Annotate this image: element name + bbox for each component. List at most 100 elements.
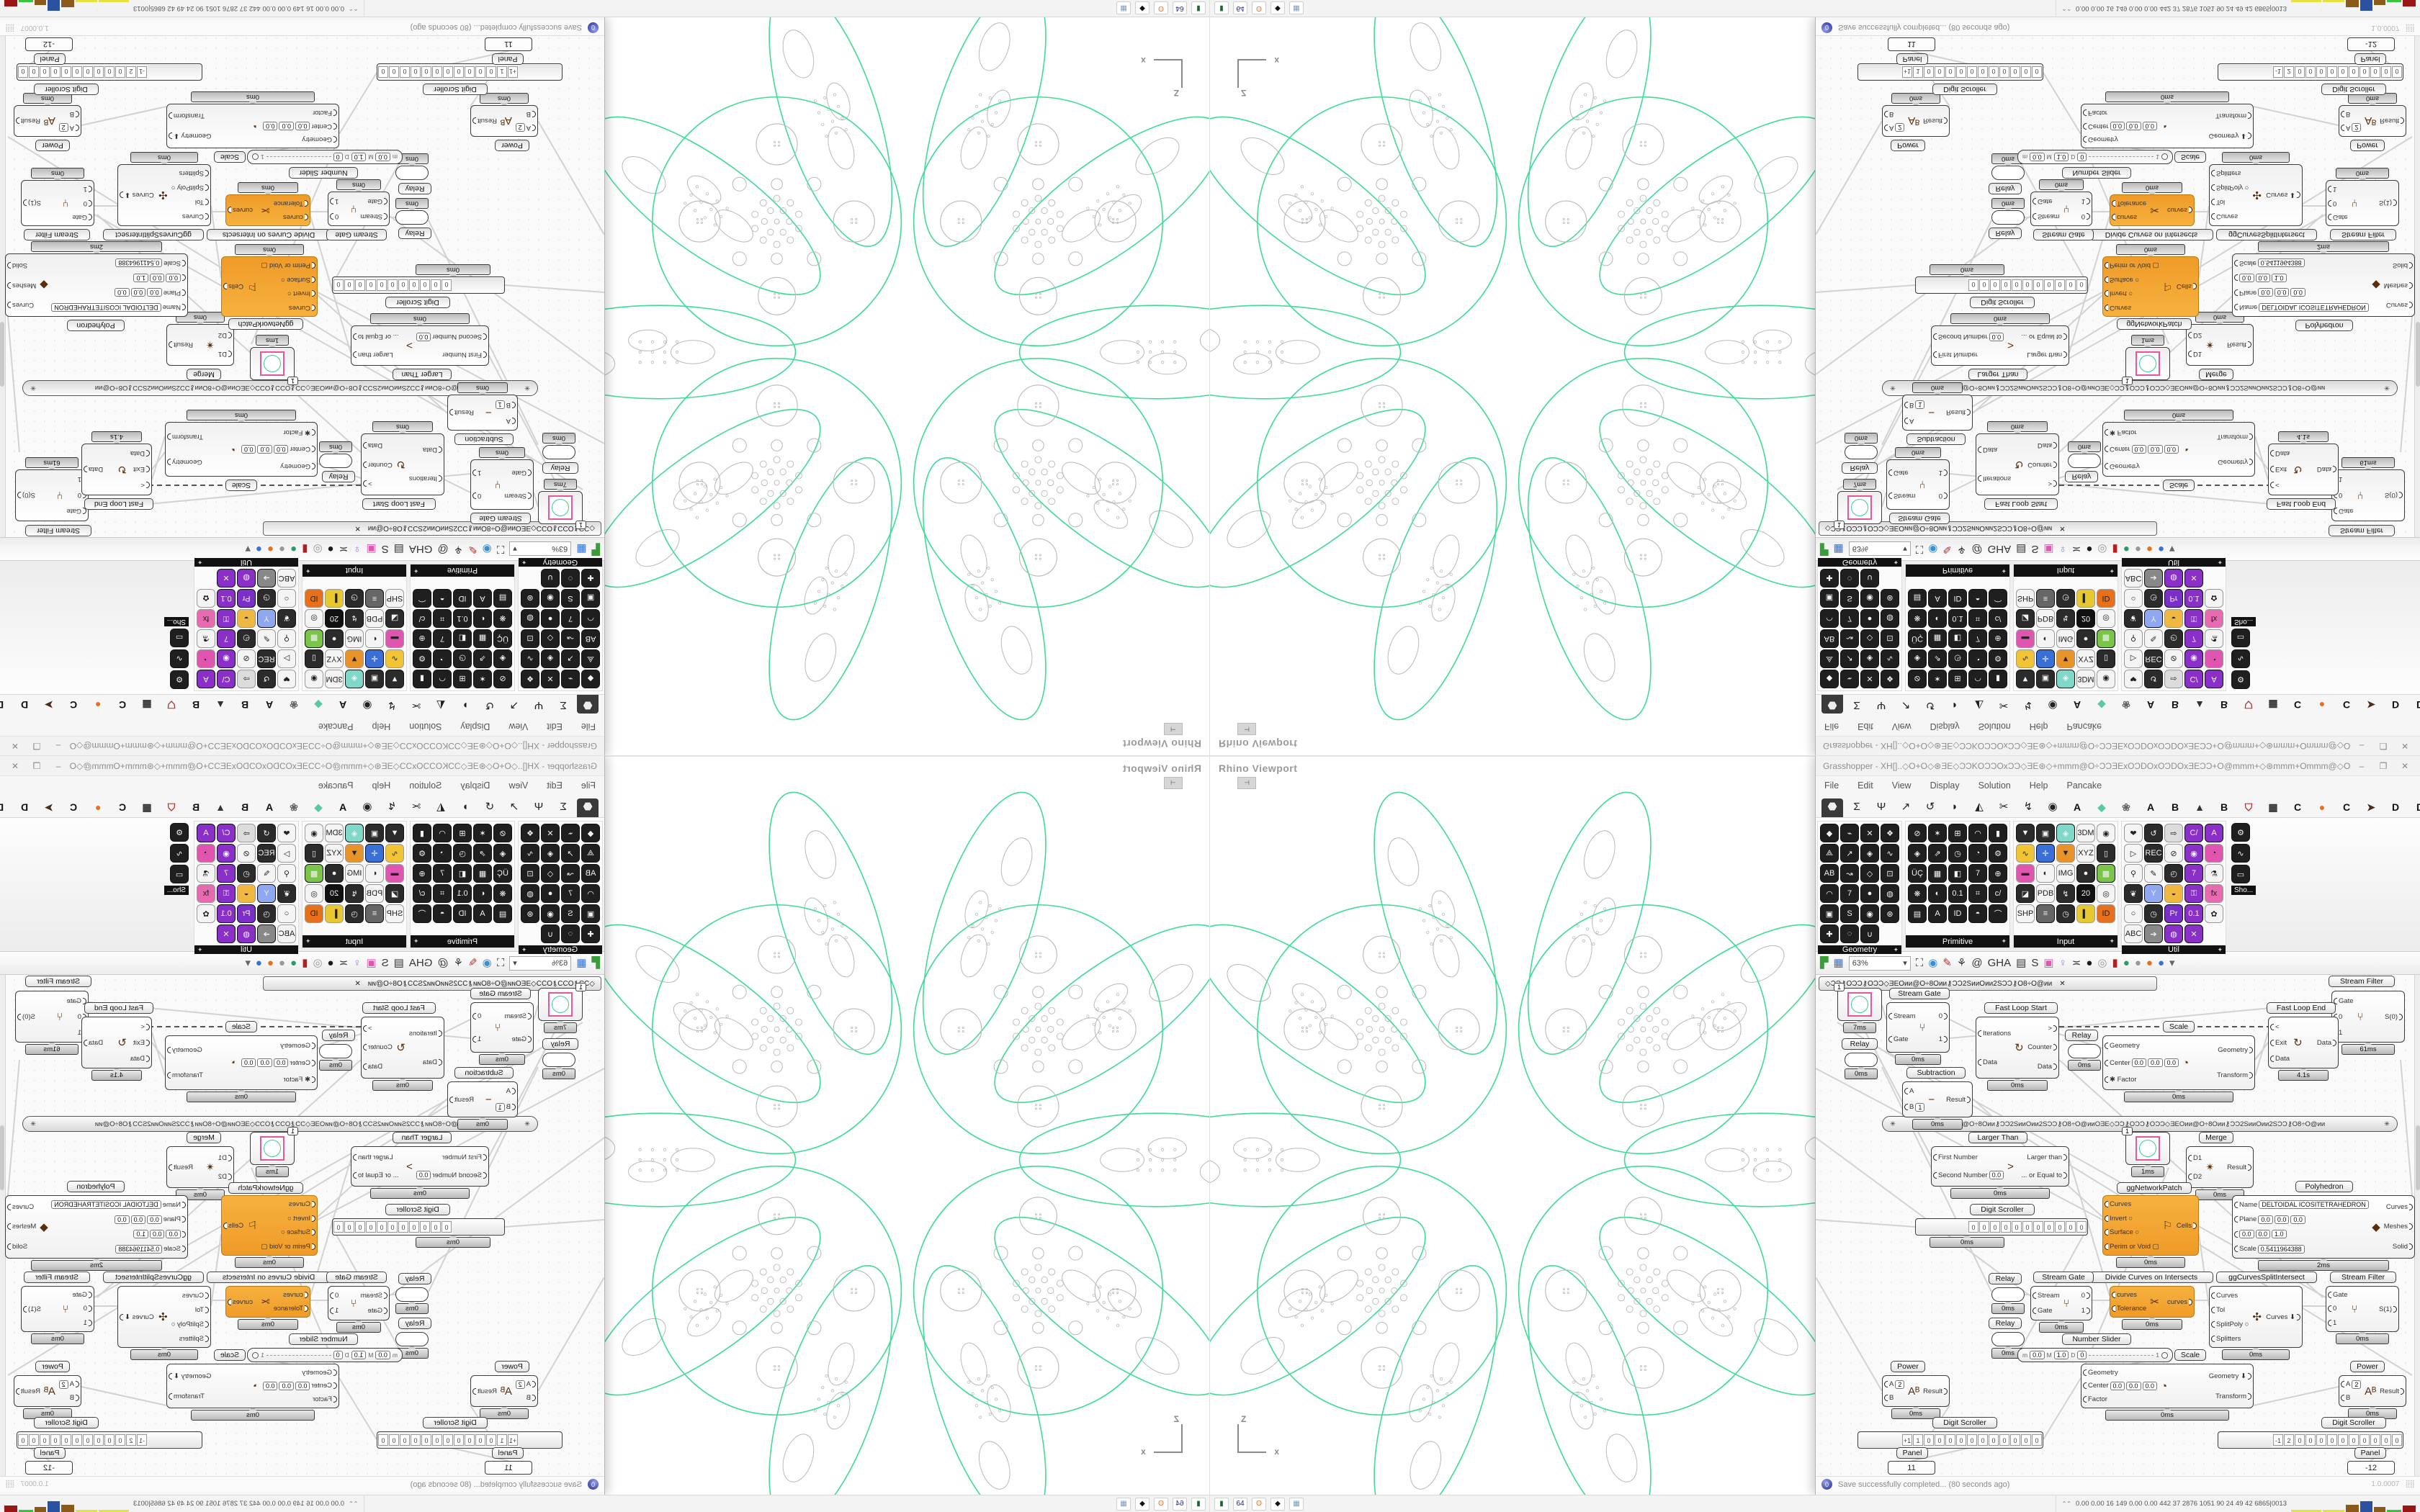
- gh-node[interactable]: First Number Second Number 0.0 > Larger than…: [351, 1146, 489, 1187]
- tab-plugin-6[interactable]: B: [2220, 699, 2228, 711]
- tab-plugin-9[interactable]: C: [2293, 801, 2302, 813]
- node-nameplate[interactable]: Scale: [2174, 151, 2206, 163]
- gh-node[interactable]: Stream Gate ⑂ 0 1: [2030, 1286, 2092, 1320]
- port-in[interactable]: B: [1884, 1394, 1894, 1402]
- component-icon[interactable]: ≡: [365, 589, 384, 608]
- toolbar-icon-11[interactable]: ▣: [2043, 957, 2054, 969]
- show-icon[interactable]: ▭: [2231, 629, 2250, 647]
- node-nameplate[interactable]: Stream Filter: [25, 976, 91, 987]
- toolbar-icon-14[interactable]: ●: [327, 957, 334, 969]
- node-nameplate[interactable]: ggNetworkPatch: [2117, 1182, 2192, 1194]
- group-expand-icon[interactable]: ✦: [521, 559, 527, 567]
- port-in[interactable]: 1: [2328, 1319, 2336, 1327]
- tab-core-6[interactable]: ✂: [411, 699, 421, 711]
- node-nameplate[interactable]: Number Slider: [289, 1333, 358, 1345]
- toolbar-icon-8[interactable]: GHA: [1987, 957, 2012, 969]
- grasshopper-titlebar[interactable]: Grasshopper - XH[]..◇O+O◇⊛ƎE◇ƆƆKOƆƆOxƆƆ◇…: [1816, 756, 2420, 776]
- gh-node[interactable]: Geometry Center 0.0 0.0 0.0 ✱ Factor ◔ Geometry…: [165, 422, 318, 477]
- component-icon[interactable]: ✕: [1860, 670, 1879, 688]
- scroller-digit[interactable]: 0: [40, 66, 50, 78]
- component-icon[interactable]: ✎: [257, 864, 276, 883]
- tab-plugin-8[interactable]: ▦: [2268, 801, 2278, 813]
- component-icon[interactable]: ◉: [217, 844, 236, 863]
- scroller-digit[interactable]: 0: [2032, 66, 2042, 78]
- zoom-select[interactable]: 63% ▾: [509, 541, 572, 557]
- node-nameplate[interactable]: Polyhedron: [67, 320, 125, 331]
- tab-core-1[interactable]: Ψ: [534, 699, 544, 711]
- component-icon[interactable]: ◷: [2144, 904, 2163, 923]
- port-out[interactable]: Larger than: [2027, 351, 2067, 359]
- tab-plugin-6[interactable]: B: [192, 801, 200, 813]
- component-icon[interactable]: ❖: [521, 670, 539, 688]
- value-box[interactable]: 0.0: [2142, 1381, 2158, 1390]
- node-nameplate[interactable]: Power: [1891, 140, 1925, 151]
- viewport-tab[interactable]: Rhino Viewport ⊣: [1123, 762, 1201, 789]
- component-icon[interactable]: ▣: [2036, 670, 2055, 688]
- port-in[interactable]: Second Number 0.0: [416, 1171, 487, 1180]
- component-icon[interactable]: 7: [1840, 884, 1859, 903]
- port-out[interactable]: ... or Equal to: [353, 333, 399, 341]
- node-nameplate[interactable]: Divide Curves on Intersects: [2089, 229, 2213, 240]
- slider-min-value[interactable]: 0.0: [375, 153, 390, 161]
- taskbar-app-icon-4[interactable]: ▦: [1289, 1, 1304, 15]
- port-out[interactable]: 0: [472, 492, 481, 500]
- port-in[interactable]: D2: [218, 1173, 232, 1181]
- gh-node[interactable]: Name DELTOIDAL ICOSITETRAHEDRON Plane 0.0 0.…: [2232, 1195, 2415, 1259]
- tab-params[interactable]: ⬣: [1821, 798, 1843, 817]
- port-in[interactable]: Plane 0.0 0.0 0.0: [2234, 288, 2305, 297]
- component-icon[interactable]: ◴: [237, 629, 256, 648]
- port-in[interactable]: Gate: [511, 469, 532, 477]
- digit-scroller-node[interactable]: -1 2 0 0 0 0 0 0 0 0 0 0: [17, 1431, 202, 1449]
- component-icon[interactable]: ◉: [305, 824, 323, 842]
- component-icon[interactable]: ◆: [581, 670, 600, 688]
- scroller-digit[interactable]: 0: [387, 1221, 398, 1233]
- tab-plugin-4[interactable]: B: [241, 801, 249, 813]
- gh-node-warning[interactable]: curves Tolerance ✂ curves: [225, 1286, 310, 1318]
- tab-plugin-8[interactable]: ▦: [142, 801, 152, 813]
- component-icon[interactable]: ●: [2076, 864, 2095, 883]
- port-in[interactable]: <: [2270, 1023, 2280, 1031]
- component-icon[interactable]: C/: [2184, 670, 2203, 688]
- port-out[interactable]: Transform: [2215, 1392, 2251, 1400]
- gh-node[interactable]: A 2 B Aᴮ Result: [2339, 1375, 2406, 1407]
- toolbar-icon-17[interactable]: ●: [2123, 957, 2130, 969]
- component-icon[interactable]: ⚿: [2184, 884, 2203, 903]
- menu-item-solution[interactable]: Solution: [1978, 780, 2011, 791]
- relay-node[interactable]: [395, 210, 429, 225]
- toolbar-icon-12[interactable]: ♀: [353, 543, 362, 555]
- toolbar-icon-1[interactable]: ▦: [576, 957, 587, 969]
- component-icon[interactable]: ●: [1860, 884, 1879, 903]
- scroller-digit[interactable]: 0: [398, 1221, 408, 1233]
- tab-core-2[interactable]: ↗: [509, 801, 519, 813]
- tab-plugin-6[interactable]: B: [192, 699, 200, 711]
- port-in[interactable]: Splitters: [179, 170, 209, 178]
- document-tab-close-icon[interactable]: ✕: [354, 524, 361, 533]
- component-icon[interactable]: ◎: [2097, 609, 2115, 628]
- component-icon[interactable]: ▷: [277, 844, 296, 863]
- port-out[interactable]: 1: [2081, 1307, 2090, 1315]
- component-icon[interactable]: ↯: [345, 884, 364, 903]
- node-nameplate[interactable]: Stream Filter: [2329, 525, 2395, 536]
- port-in[interactable]: Curves: [289, 304, 315, 312]
- component-icon[interactable]: ➔: [257, 924, 276, 943]
- component-icon[interactable]: ↝: [1840, 864, 1859, 883]
- component-icon[interactable]: ↺: [2144, 670, 2163, 688]
- value-box[interactable]: 0.0: [2258, 288, 2273, 297]
- port-out[interactable]: Meshes: [2384, 282, 2413, 289]
- component-icon[interactable]: ▯: [305, 649, 323, 668]
- port-out[interactable]: Solid: [7, 261, 27, 269]
- toolbar-icon-1[interactable]: ▦: [1833, 957, 1844, 969]
- tab-plugin-12[interactable]: ➤: [2367, 699, 2375, 711]
- port-in[interactable]: Stream: [1888, 492, 1916, 500]
- tab-plugin-14[interactable]: D: [0, 798, 11, 817]
- port-out[interactable]: Data: [2317, 466, 2336, 474]
- relay-node[interactable]: [395, 166, 429, 180]
- menu-item-edit[interactable]: Edit: [547, 780, 563, 791]
- component-icon[interactable]: ▦: [473, 629, 492, 648]
- gh-node[interactable]: Name DELTOIDAL ICOSITETRAHEDRON Plane 0.0 0.…: [5, 253, 188, 317]
- grasshopper-titlebar[interactable]: Grasshopper - XH[]..◇O+O◇⊛ƎE◇ƆƆKOƆƆOxƆƆ◇…: [0, 756, 604, 776]
- scroller-digit[interactable]: 0: [1935, 1434, 1945, 1446]
- component-icon[interactable]: SHP: [2016, 904, 2035, 923]
- port-in[interactable]: A: [1904, 1087, 1914, 1095]
